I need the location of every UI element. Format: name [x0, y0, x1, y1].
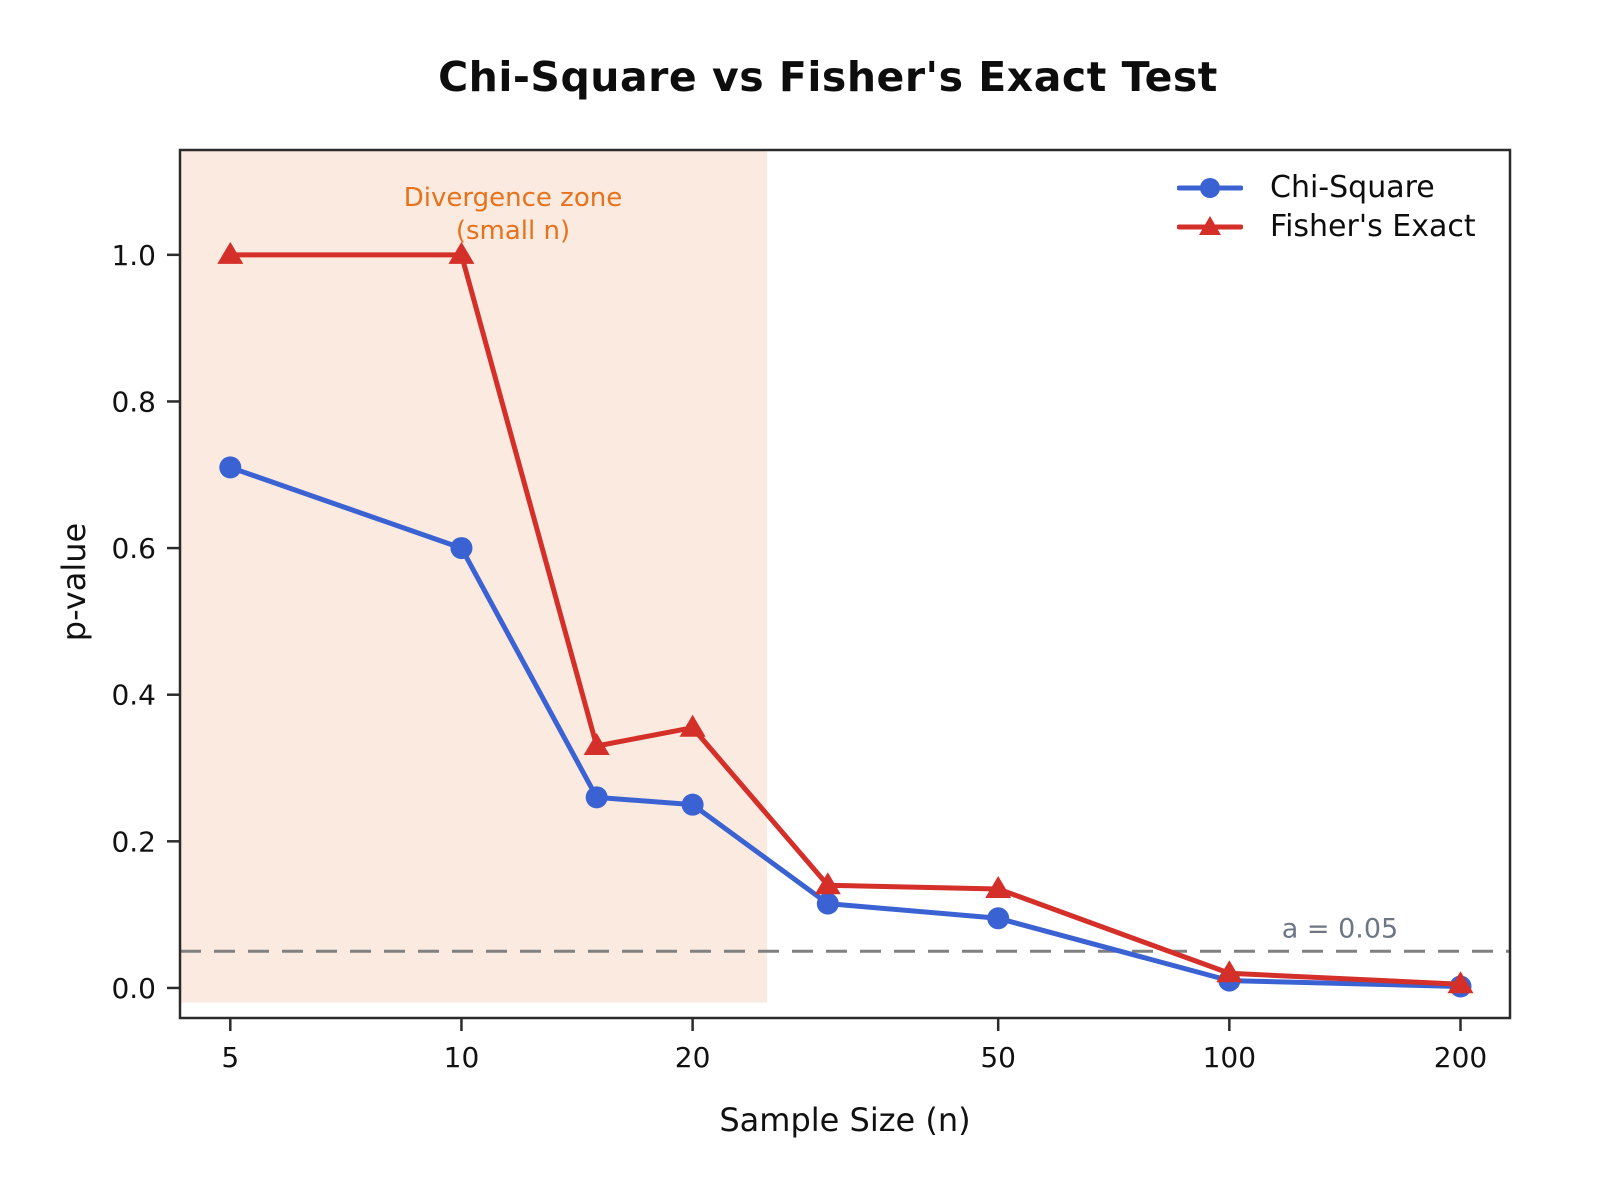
data-point-circle [987, 907, 1010, 930]
y-tick-label: 1.0 [111, 239, 156, 272]
y-tick-label: 0.6 [111, 532, 156, 565]
legend-label-fishers-exact: Fisher's Exact [1270, 209, 1476, 244]
y-axis-label: p-value [55, 522, 93, 642]
data-point-triangle [814, 872, 841, 895]
data-point-circle [681, 793, 704, 816]
data-point-triangle [1447, 971, 1474, 994]
y-tick-label: 0.2 [111, 825, 156, 858]
x-tick-label: 50 [980, 1041, 1016, 1074]
data-point-circle [450, 537, 473, 560]
y-tick-label: 0.4 [111, 679, 156, 712]
legend-item-fishers-exact: Fisher's Exact [1177, 207, 1476, 246]
data-point-triangle [583, 733, 610, 756]
y-tick-label: 0.0 [111, 972, 156, 1005]
data-point-circle [219, 456, 242, 479]
plot-frame [178, 148, 1512, 1020]
x-tick-label: 10 [444, 1041, 480, 1074]
data-point-triangle [448, 241, 475, 264]
annotation-line1: Divergence zone [403, 183, 623, 213]
alpha-threshold-label: a = 0.05 [1281, 913, 1399, 945]
data-point-circle [585, 786, 608, 809]
data-point-triangle [679, 714, 706, 737]
x-tick-label: 5 [221, 1041, 239, 1074]
x-tick-label: 100 [1203, 1041, 1256, 1074]
x-axis-label: Sample Size (n) [719, 1101, 971, 1139]
series-line-0 [227, 464, 1464, 989]
data-point-triangle [217, 241, 244, 264]
divergence-zone-shading [180, 150, 768, 1003]
data-point-circle [816, 892, 839, 915]
fishers-exact-legend-marker-icon [1177, 215, 1243, 235]
x-tick-label: 200 [1434, 1041, 1487, 1074]
series-line-1 [227, 252, 1464, 987]
legend: Chi-Square Fisher's Exact [1177, 168, 1476, 246]
annotation-line2: (small n) [455, 216, 571, 247]
chi-square-legend-marker-icon [1177, 177, 1243, 198]
chart-title: Chi-Square vs Fisher's Exact Test [438, 53, 1218, 101]
x-tick-label: 20 [675, 1041, 711, 1074]
data-point-triangle [1216, 960, 1243, 983]
legend-item-chi-square: Chi-Square [1177, 168, 1476, 207]
legend-label-chi-square: Chi-Square [1270, 170, 1435, 205]
divergence-zone-annotation: Divergence zone (small n) [404, 182, 622, 249]
y-tick-label: 0.8 [111, 385, 156, 418]
data-point-triangle [985, 875, 1012, 898]
